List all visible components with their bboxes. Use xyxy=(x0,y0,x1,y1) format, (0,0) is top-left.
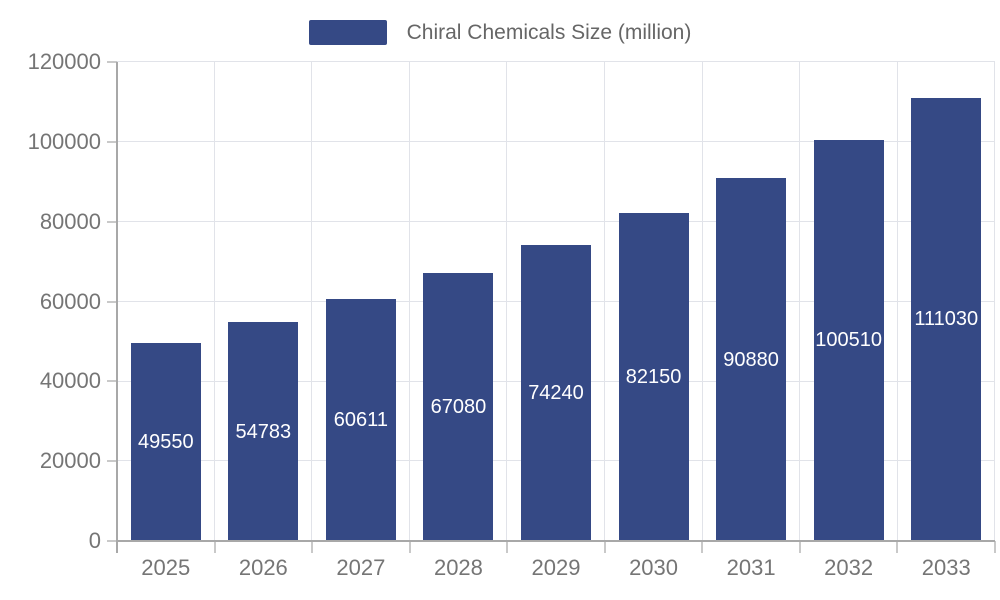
y-axis-tick-label: 120000 xyxy=(27,49,101,74)
x-gridline xyxy=(213,62,215,541)
x-axis-tick-label: 2026 xyxy=(238,555,288,580)
x-axis-tick-label: 2025 xyxy=(141,555,191,580)
x-axis-tick-label: 2031 xyxy=(726,555,776,580)
bar-value-label: 60611 xyxy=(333,409,388,432)
x-gridline xyxy=(408,62,410,541)
x-gridline xyxy=(311,62,313,541)
x-axis-tick xyxy=(506,541,509,553)
x-gridline xyxy=(896,62,898,541)
legend-swatch xyxy=(308,20,387,45)
bar-value-label: 54783 xyxy=(235,420,292,443)
y-gridline xyxy=(117,61,995,63)
x-axis-tick-label: 2028 xyxy=(433,555,483,580)
x-axis-line xyxy=(117,540,995,542)
bar-2025[interactable] xyxy=(130,343,201,541)
bar-value-label: 49550 xyxy=(137,431,194,454)
x-gridline xyxy=(994,62,996,541)
x-axis-tick-label: 2032 xyxy=(824,555,874,580)
y-axis-line xyxy=(116,62,118,553)
x-axis-tick xyxy=(603,541,606,553)
y-gridline xyxy=(117,141,995,143)
y-axis-tick xyxy=(107,300,117,303)
y-axis-tick-label: 40000 xyxy=(39,368,101,394)
y-gridline xyxy=(117,220,995,222)
bar-2031[interactable] xyxy=(716,178,787,541)
x-gridline xyxy=(506,62,508,541)
bar-2033[interactable] xyxy=(911,97,982,541)
bar-value-label: 74240 xyxy=(528,381,584,404)
bar-value-label: 90880 xyxy=(723,348,779,371)
x-axis-tick xyxy=(798,541,801,553)
x-axis-tick xyxy=(213,541,216,553)
x-axis-tick xyxy=(701,541,704,553)
y-axis-tick-label: 80000 xyxy=(39,208,101,234)
bar-2029[interactable] xyxy=(521,244,591,541)
bar-2027[interactable] xyxy=(325,299,396,541)
bar-2030[interactable] xyxy=(618,213,689,541)
y-axis-tick xyxy=(107,61,117,63)
y-axis-tick xyxy=(107,140,117,143)
y-axis-tick xyxy=(107,540,117,542)
bar-2028[interactable] xyxy=(423,273,494,541)
x-axis-tick xyxy=(408,541,411,553)
x-axis-tick xyxy=(896,541,899,553)
legend-label: Chiral Chemicals Size (million) xyxy=(406,20,692,44)
x-gridline xyxy=(701,62,703,541)
y-axis-tick xyxy=(107,380,117,383)
x-axis-tick-label: 2029 xyxy=(531,555,581,580)
x-axis-tick-label: 2030 xyxy=(629,555,679,580)
y-axis-tick-label: 0 xyxy=(88,528,101,553)
bar-value-label: 82150 xyxy=(625,366,682,389)
legend[interactable]: Chiral Chemicals Size (million) xyxy=(0,20,1000,45)
x-axis-tick xyxy=(311,541,314,553)
x-gridline xyxy=(604,62,606,541)
x-axis-tick xyxy=(994,541,996,553)
y-axis-tick xyxy=(107,220,117,223)
bar-2026[interactable] xyxy=(228,322,299,541)
bar-value-label: 67080 xyxy=(430,396,487,419)
x-axis-tick-label: 2033 xyxy=(921,555,971,580)
y-axis-tick-label: 100000 xyxy=(27,128,101,154)
y-axis-tick-label: 60000 xyxy=(39,288,101,314)
x-axis-tick-label: 2027 xyxy=(336,555,386,580)
y-axis-tick xyxy=(107,460,117,463)
bar-2032[interactable] xyxy=(813,139,884,541)
x-gridline xyxy=(799,62,801,541)
y-axis-tick-label: 20000 xyxy=(39,448,101,474)
bar-value-label: 111030 xyxy=(914,308,979,331)
bar-value-label: 100510 xyxy=(815,329,883,352)
